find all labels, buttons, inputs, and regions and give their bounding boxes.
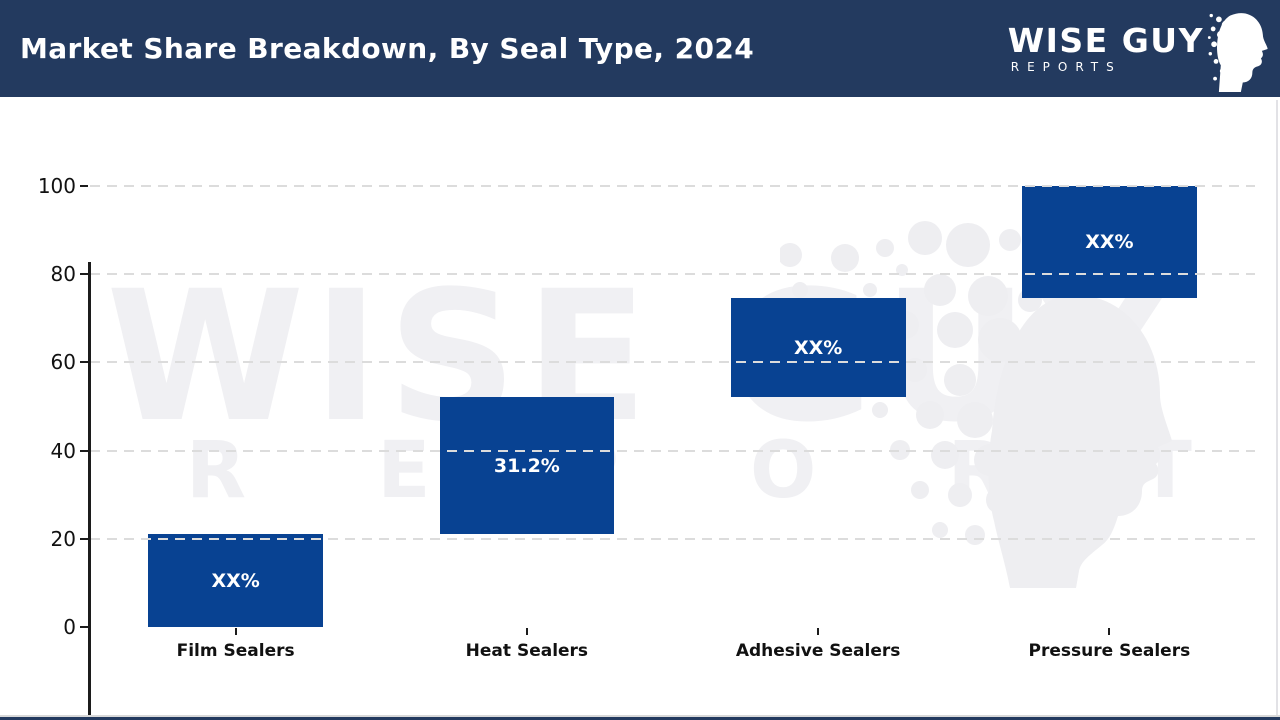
y-tick-label: 80 [50,262,76,287]
header-bar: Market Share Breakdown, By Seal Type, 20… [0,0,1280,97]
bar-value-label: XX% [793,336,843,359]
bar-pressure-sealers: XX% [1022,186,1197,299]
page-title: Market Share Breakdown, By Seal Type, 20… [20,32,755,65]
right-edge-divider [1276,100,1278,716]
bar-heat-sealers: 31.2% [439,396,615,535]
bar-adhesive-sealers: XX% [730,298,906,397]
x-category-label: Heat Sealers [465,641,589,661]
logo-text: WISE GUY REPORTS [1008,24,1204,74]
y-tick-label: 100 [37,174,76,198]
x-category-label: Pressure Sealers [1028,641,1191,661]
chart-plot-area: 0 20 40 60 80 100 XX% Film Sealers 31.2% Heat Sea… [0,97,1280,720]
footer-bar [0,717,1280,720]
wise-guy-logo: WISE GUY REPORTS [1008,6,1280,92]
y-tick-label: 60 [50,350,76,375]
x-category-label: Adhesive Sealers [735,641,901,661]
gridline-20 [90,537,1255,540]
gridline-80 [90,273,1255,276]
logo-subtitle: REPORTS [1010,59,1122,74]
bar-film-sealers: XX% [148,534,323,627]
footer-divider [0,715,1280,717]
y-tick-mark [80,185,88,187]
x-tick-mark [234,628,237,635]
y-tick-label: 0 [63,615,76,639]
y-tick-mark [80,361,88,364]
gridline-100 [90,185,1255,187]
y-tick-mark [80,626,88,628]
y-axis-line [88,262,91,720]
y-tick-mark [80,449,88,452]
bar-value-label: XX% [1085,231,1134,254]
bar-value-label: 31.2% [493,454,560,477]
x-tick-mark [817,628,820,635]
x-tick-mark [525,628,528,635]
y-tick-label: 40 [50,438,76,463]
y-tick-mark [80,537,88,540]
gridline-60 [90,361,1255,364]
y-tick-label: 20 [50,526,76,551]
y-tick-mark [80,273,88,276]
logo-wordmark: WISE GUY [1007,20,1204,60]
x-category-label: Film Sealers [176,641,295,661]
x-tick-mark [1108,628,1111,635]
bar-value-label: XX% [211,569,260,592]
gridline-40 [90,449,1255,452]
logo-face-icon [1207,12,1268,92]
